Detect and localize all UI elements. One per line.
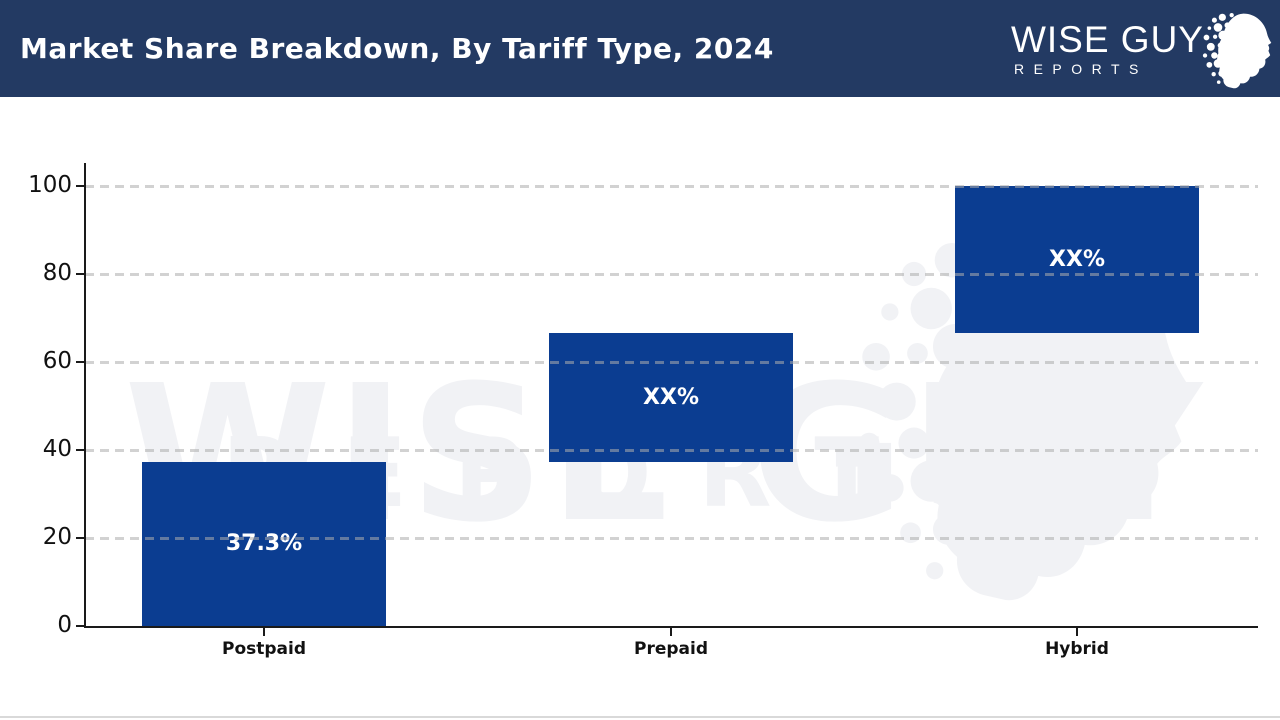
x-tick-prepaid [670,628,672,636]
bar-postpaid: 37.3% [142,461,386,626]
logo-face-icon [1202,13,1272,89]
x-category-label-postpaid: Postpaid [221,639,307,659]
y-tick-label-40: 40 [42,436,72,462]
gridline-y-100 [85,185,1258,188]
wise-guy-reports-logo: WISE GUY REPORTS [1011,6,1272,92]
y-axis-line [84,163,86,628]
bar-value-label: 37.3% [225,531,303,557]
logo-wiseguy-label: WISE GUY [1010,19,1204,60]
y-tick-100 [76,185,85,187]
y-tick-label-20: 20 [42,524,72,550]
y-tick-0 [76,625,85,627]
bar-prepaid: XX% [549,333,793,462]
bar-value-label: XX% [643,385,699,411]
x-axis-line [84,626,1258,628]
bar-value-label: XX% [1049,247,1105,273]
gridline-y-20 [85,537,1258,540]
y-tick-label-80: 80 [42,260,72,286]
x-category-label-prepaid: Prepaid [633,639,708,659]
bottom-divider [0,716,1280,718]
y-tick-label-0: 0 [57,612,72,638]
logo-text: WISE GUY REPORTS [1010,19,1204,78]
gridline-y-60 [85,361,1258,364]
x-tick-postpaid [263,628,265,636]
gridline-y-80 [85,273,1258,276]
y-tick-80 [76,273,85,275]
y-tick-40 [76,449,85,451]
gridline-y-40 [85,449,1258,452]
logo-reports-label: REPORTS [1013,61,1148,77]
y-tick-label-60: 60 [42,348,72,374]
title-bar: Market Share Breakdown, By Tariff Type, … [0,0,1280,97]
chart-title: Market Share Breakdown, By Tariff Type, … [20,32,774,65]
y-tick-label-100: 100 [28,172,72,198]
y-tick-20 [76,537,85,539]
y-tick-60 [76,361,85,363]
bar-hybrid: XX% [955,186,1199,334]
x-category-label-hybrid: Hybrid [1045,639,1109,659]
x-tick-hybrid [1076,628,1078,636]
